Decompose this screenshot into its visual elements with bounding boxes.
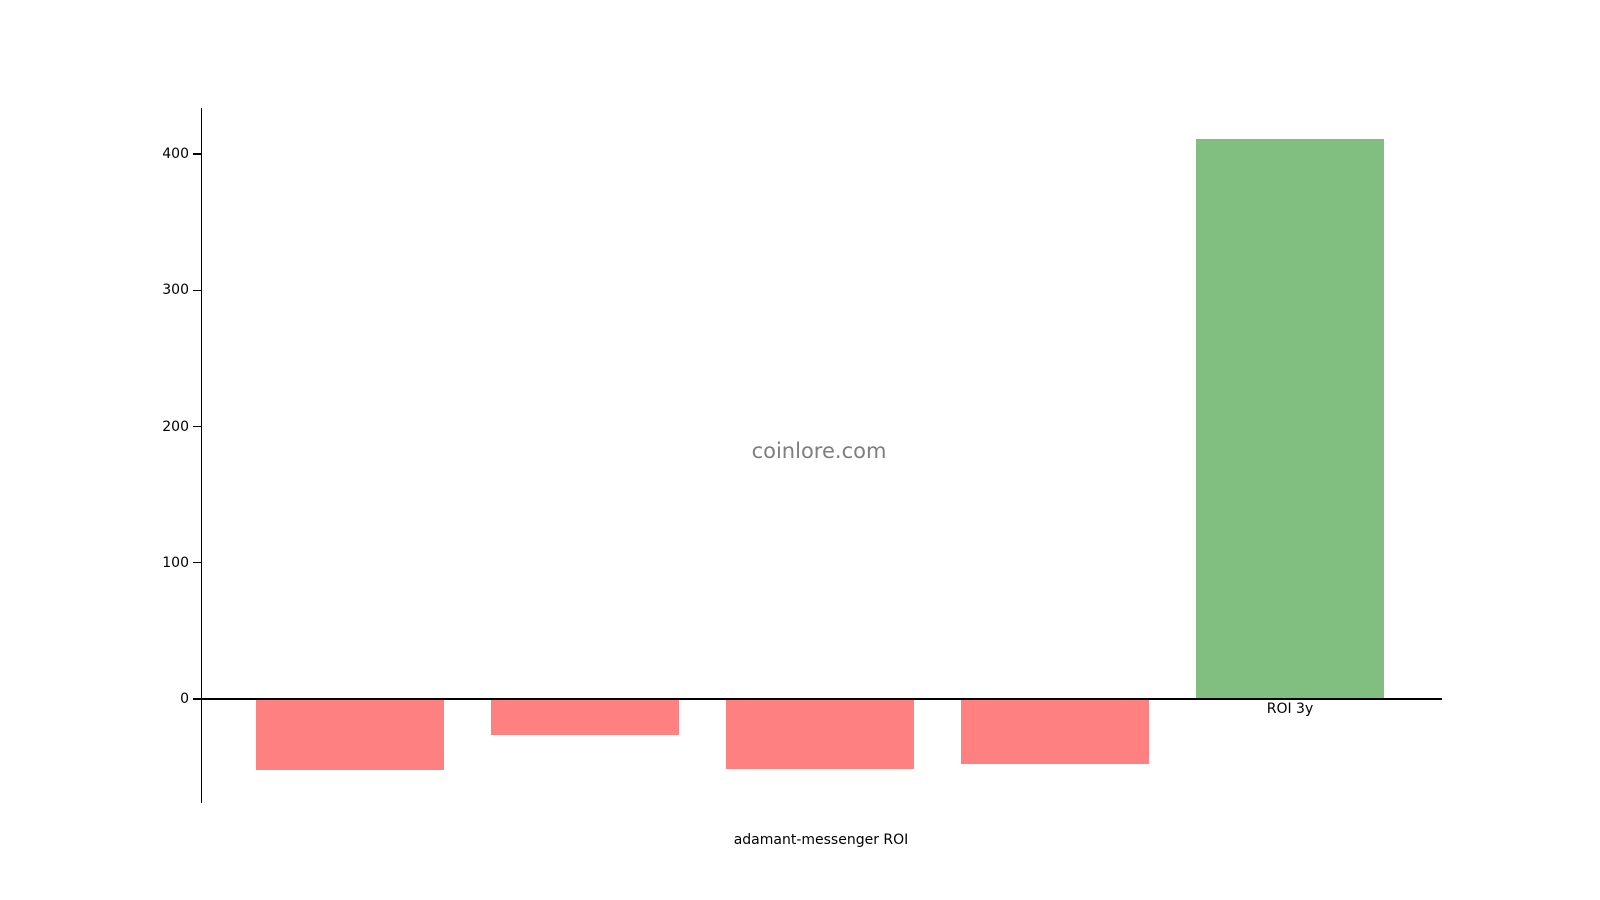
y-tick-label: 200 (162, 418, 189, 435)
bar (961, 699, 1149, 764)
bar (491, 699, 679, 736)
y-axis-spine (201, 107, 203, 803)
chart-title: adamant-messenger ROI (733, 832, 909, 848)
x-axis-line (201, 698, 1442, 700)
y-tick-label: 300 (162, 282, 189, 299)
y-tick (193, 698, 201, 700)
y-tick-label: 0 (180, 691, 189, 707)
bar (1196, 139, 1384, 699)
bar-label (491, 701, 679, 718)
bar-label (961, 701, 1149, 718)
y-tick (193, 425, 201, 428)
bar-label (256, 701, 444, 718)
bar (256, 699, 444, 770)
watermark: coinlore.com (751, 439, 887, 463)
y-tick-label: 100 (162, 554, 189, 571)
y-tick (193, 562, 201, 564)
bar (726, 699, 914, 770)
bar-label: ROI 3y (1266, 701, 1314, 717)
y-tick (193, 289, 201, 291)
y-tick (193, 153, 201, 155)
y-tick-label: 400 (162, 146, 189, 162)
bar-label (726, 701, 914, 718)
